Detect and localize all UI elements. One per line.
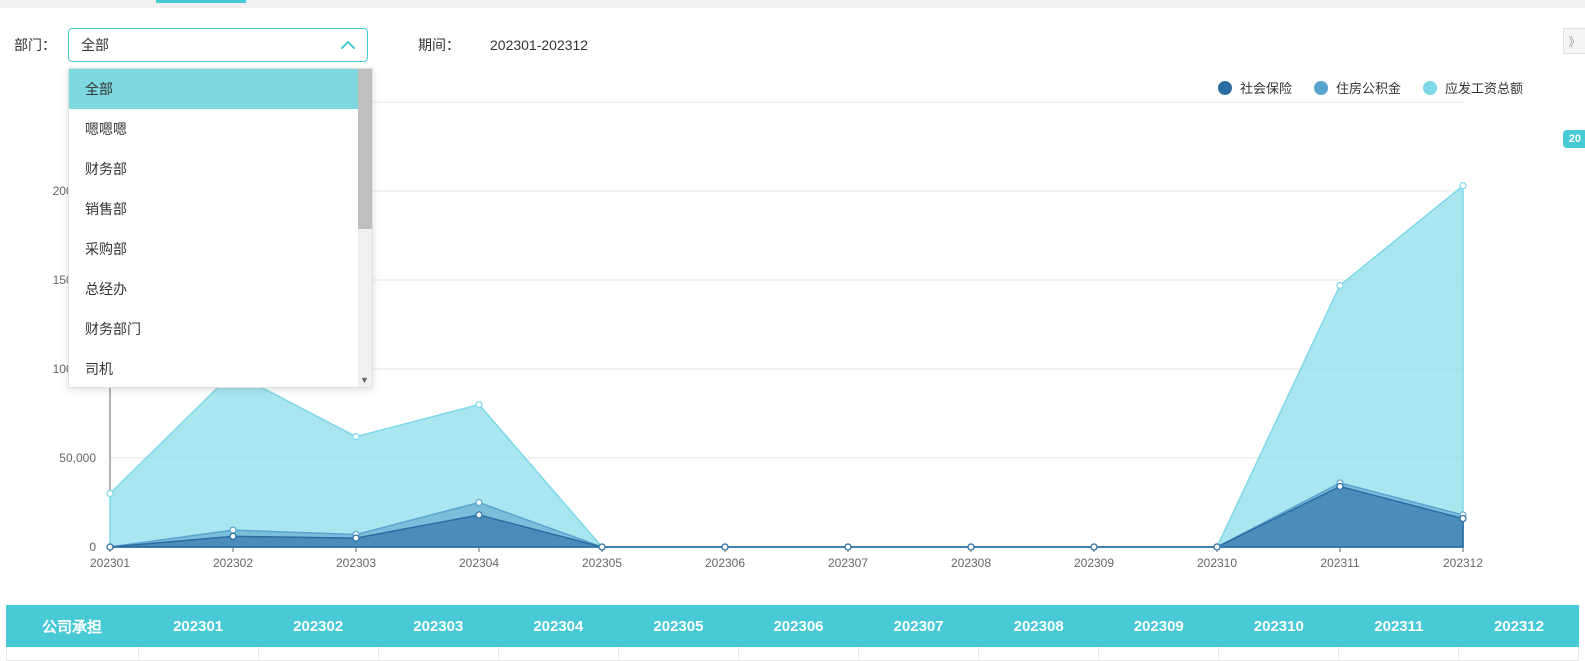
dropdown-option[interactable]: 司机	[69, 349, 358, 388]
top-bar	[0, 0, 1585, 8]
svg-text:0: 0	[89, 540, 96, 554]
footer-cell	[739, 647, 859, 660]
dropdown-scrollbar[interactable]: ▼	[358, 69, 372, 387]
filter-bar: 部门： 全部 全部嗯嗯嗯财务部销售部采购部总经办财务部门司机 ▼ 期间： 202…	[0, 8, 1585, 72]
dropdown-option[interactable]: 销售部	[69, 189, 358, 229]
svg-text:202309: 202309	[1074, 556, 1114, 570]
footer-cell	[1339, 647, 1459, 660]
footer-cell	[859, 647, 979, 660]
svg-text:202301: 202301	[90, 556, 130, 570]
dropdown-option[interactable]: 全部	[69, 69, 358, 109]
footer-cell	[499, 647, 619, 660]
footer-col-header: 202306	[738, 618, 858, 635]
legend-item[interactable]: 住房公积金	[1314, 78, 1401, 97]
active-tab-indicator	[156, 0, 246, 3]
dept-label: 部门：	[14, 35, 56, 55]
footer-cell	[259, 647, 379, 660]
footer-header-row: 公司承担202301202302202303202304202305202306…	[6, 605, 1579, 647]
footer-col-header: 202312	[1459, 618, 1579, 635]
dropdown-option[interactable]: 采购部	[69, 229, 358, 269]
svg-text:202304: 202304	[459, 556, 499, 570]
svg-text:202310: 202310	[1197, 556, 1237, 570]
footer-row-label: 公司承担	[6, 616, 138, 637]
footer-cell	[1459, 647, 1579, 660]
footer-col-header: 202310	[1219, 618, 1339, 635]
dropdown-option[interactable]: 总经办	[69, 269, 358, 309]
footer-cell	[7, 647, 139, 660]
legend-label: 住房公积金	[1336, 78, 1401, 97]
legend-item[interactable]: 应发工资总额	[1423, 78, 1523, 97]
svg-text:202303: 202303	[336, 556, 376, 570]
legend-item[interactable]: 社会保险	[1218, 78, 1292, 97]
svg-text:202302: 202302	[213, 556, 253, 570]
legend-label: 应发工资总额	[1445, 78, 1523, 97]
footer-cell	[979, 647, 1099, 660]
footer-col-header: 202305	[618, 618, 738, 635]
svg-text:202306: 202306	[705, 556, 745, 570]
legend-label: 社会保险	[1240, 78, 1292, 97]
svg-text:50,000: 50,000	[59, 451, 96, 465]
svg-text:202307: 202307	[828, 556, 868, 570]
footer-cell	[1099, 647, 1219, 660]
footer-body-row	[6, 647, 1579, 661]
dropdown-option[interactable]: 财务部	[69, 149, 358, 189]
chart-legend: 社会保险 住房公积金 应发工资总额	[1218, 78, 1523, 97]
svg-text:202305: 202305	[582, 556, 622, 570]
svg-text:202311: 202311	[1320, 556, 1359, 570]
footer-table: 公司承担202301202302202303202304202305202306…	[6, 605, 1579, 661]
footer-col-header: 202301	[138, 618, 258, 635]
footer-col-header: 202307	[859, 618, 979, 635]
dept-dropdown: 全部嗯嗯嗯财务部销售部采购部总经办财务部门司机 ▼	[68, 68, 373, 388]
footer-cell	[1219, 647, 1339, 660]
footer-cell	[139, 647, 259, 660]
dept-select-value: 全部	[81, 35, 109, 55]
footer-cell	[379, 647, 499, 660]
dropdown-option[interactable]: 嗯嗯嗯	[69, 109, 358, 149]
svg-text:202312: 202312	[1443, 556, 1483, 570]
expand-panel-button[interactable]: 》	[1563, 28, 1585, 54]
footer-col-header: 202311	[1339, 618, 1459, 635]
scrollbar-down-icon: ▼	[360, 375, 369, 385]
footer-col-header: 202304	[498, 618, 618, 635]
period-value: 202301-202312	[490, 37, 588, 53]
svg-text:202308: 202308	[951, 556, 991, 570]
legend-dot-icon	[1423, 81, 1437, 95]
legend-dot-icon	[1218, 81, 1232, 95]
footer-col-header: 202308	[979, 618, 1099, 635]
dept-select-trigger[interactable]: 全部	[68, 28, 368, 62]
dropdown-option[interactable]: 财务部门	[69, 309, 358, 349]
footer-col-header: 202303	[378, 618, 498, 635]
chevron-up-icon	[341, 37, 355, 53]
side-badge[interactable]: 20	[1563, 130, 1585, 148]
period-label: 期间：	[418, 35, 460, 55]
footer-col-header: 202309	[1099, 618, 1219, 635]
footer-cell	[619, 647, 739, 660]
legend-dot-icon	[1314, 81, 1328, 95]
dept-select[interactable]: 全部 全部嗯嗯嗯财务部销售部采购部总经办财务部门司机 ▼	[68, 28, 368, 62]
footer-col-header: 202302	[258, 618, 378, 635]
scrollbar-thumb[interactable]	[358, 69, 372, 229]
